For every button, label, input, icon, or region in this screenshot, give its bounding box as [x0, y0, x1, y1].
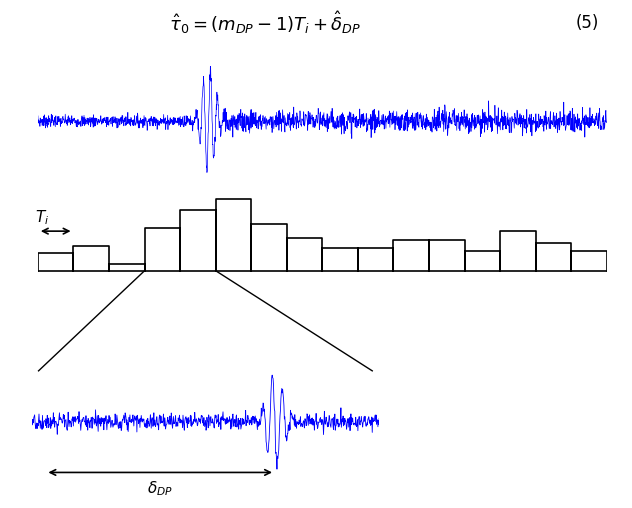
Text: $\delta_{DP}$: $\delta_{DP}$: [147, 480, 173, 498]
Text: (5): (5): [576, 14, 599, 32]
Text: $\hat{\tau}_0 = (m_{DP} - 1)T_i + \hat{\delta}_{DP}$: $\hat{\tau}_0 = (m_{DP} - 1)T_i + \hat{\…: [169, 10, 362, 36]
Text: $T_i$: $T_i$: [35, 208, 49, 227]
